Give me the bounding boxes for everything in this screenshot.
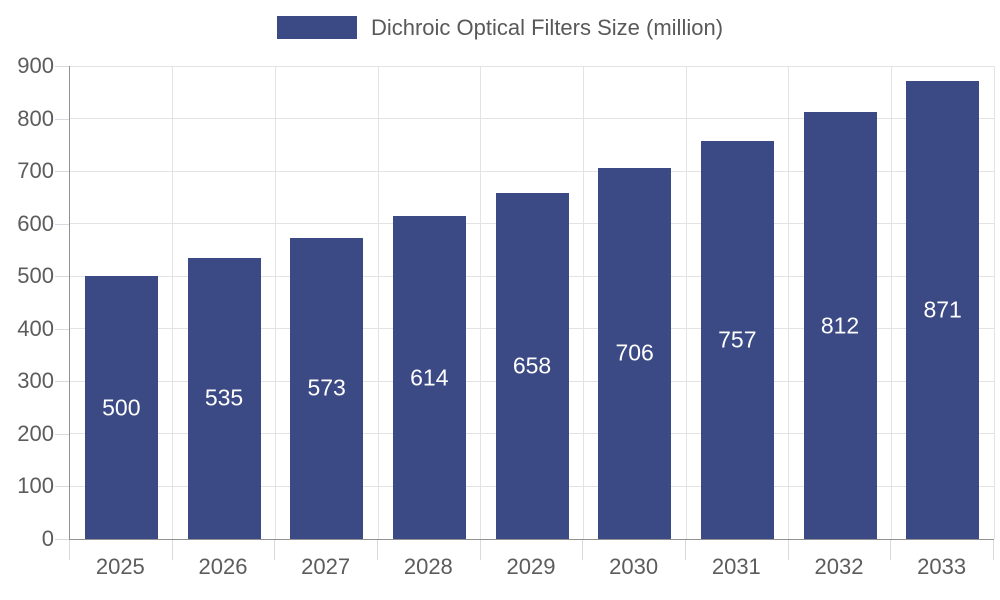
- bar-2027[interactable]: [290, 237, 364, 539]
- bar-2028[interactable]: [392, 216, 466, 539]
- y-axis-tick: [55, 66, 69, 67]
- y-axis-tick-label: 800: [17, 105, 54, 131]
- x-axis-tick-label: 2030: [609, 554, 659, 579]
- y-axis-tick: [55, 433, 69, 435]
- bar-2025[interactable]: [84, 276, 158, 539]
- gridline-vertical: [377, 66, 379, 539]
- x-axis-tick: [993, 540, 994, 560]
- legend-label: Dichroic Optical Filters Size (million): [370, 15, 724, 40]
- gridline-vertical: [582, 66, 584, 539]
- gridline-horizontal: [70, 118, 994, 120]
- x-axis-tick-label: 2026: [198, 554, 248, 579]
- y-axis-tick: [55, 223, 69, 225]
- gridline-horizontal: [70, 170, 994, 172]
- x-axis-tick: [171, 540, 173, 560]
- gridline-vertical: [274, 66, 276, 539]
- x-axis-tick: [787, 540, 789, 560]
- y-axis-tick-label: 500: [17, 263, 54, 289]
- y-axis-tick: [55, 276, 69, 278]
- gridline-vertical: [480, 66, 482, 539]
- y-axis-tick: [55, 118, 69, 120]
- gridline-vertical: [685, 66, 687, 539]
- y-axis-tick: [55, 539, 69, 540]
- x-axis-tick: [274, 540, 276, 560]
- y-axis-tick-label: 0: [41, 526, 54, 551]
- x-axis-tick: [377, 540, 378, 560]
- bar-2032[interactable]: [803, 112, 877, 539]
- y-axis-tick: [55, 381, 69, 383]
- legend-item[interactable]: Dichroic Optical Filters Size (million): [0, 16, 1000, 39]
- legend-swatch: [276, 16, 357, 39]
- y-axis-tick: [55, 171, 69, 173]
- y-axis-tick-label: 700: [17, 158, 54, 184]
- y-axis-tick-label: 200: [17, 420, 54, 446]
- x-axis-tick-label: 2031: [711, 554, 761, 579]
- gridline-vertical: [993, 66, 995, 539]
- bar-2033[interactable]: [906, 81, 980, 539]
- x-axis-tick: [685, 540, 686, 560]
- y-axis-tick: [55, 486, 69, 488]
- x-axis-tick-label: 2027: [301, 554, 351, 579]
- y-axis-tick-label: 400: [17, 315, 54, 341]
- gridline-vertical: [788, 66, 790, 539]
- y-axis-tick-label: 300: [17, 368, 54, 394]
- bar-2030[interactable]: [598, 167, 672, 539]
- plot-area: 500 535 573 614 658 706 757 812 871: [69, 65, 995, 540]
- x-axis-tick: [582, 540, 584, 560]
- y-axis-tick-label: 900: [17, 53, 54, 78]
- gridline-vertical: [172, 66, 174, 539]
- x-axis-tick: [69, 540, 70, 560]
- gridline-horizontal: [70, 65, 994, 67]
- bar-2029[interactable]: [495, 193, 569, 539]
- x-axis-tick: [890, 540, 892, 560]
- x-axis-tick-label: 2025: [95, 554, 145, 579]
- gridline-vertical: [890, 66, 892, 539]
- x-axis-tick-label: 2028: [403, 554, 453, 579]
- y-axis-tick-label: 600: [17, 210, 54, 236]
- y-axis-tick: [55, 328, 69, 330]
- bar-2026[interactable]: [187, 257, 261, 539]
- x-axis-tick: [479, 540, 481, 560]
- y-axis-tick-label: 100: [17, 473, 54, 499]
- x-axis-tick-label: 2033: [917, 554, 967, 579]
- x-axis-tick-label: 2029: [506, 554, 556, 579]
- bar-2031[interactable]: [700, 141, 774, 539]
- x-axis-tick-label: 2032: [814, 554, 864, 579]
